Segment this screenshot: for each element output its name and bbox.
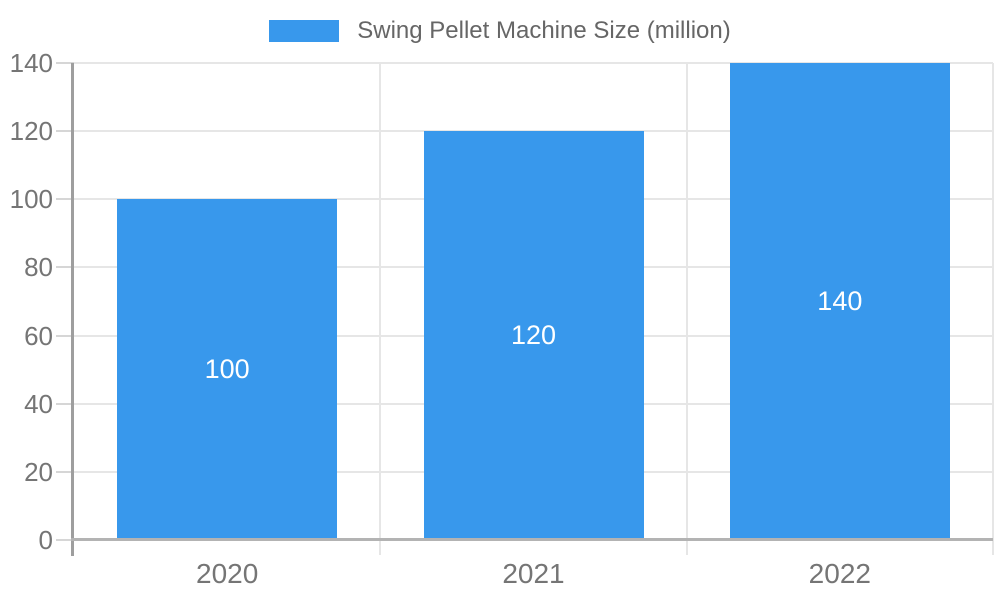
y-axis-tick [56, 539, 74, 541]
y-axis-label: 120 [9, 116, 53, 147]
y-axis-tick [56, 402, 74, 405]
bar[interactable]: 100 [117, 199, 338, 540]
gridline-vertical [685, 63, 688, 555]
y-axis-line [71, 63, 74, 556]
y-axis-label: 40 [24, 388, 53, 419]
x-axis-label: 2022 [808, 558, 871, 589]
y-axis-label: 140 [9, 48, 53, 78]
bar[interactable]: 140 [729, 63, 950, 540]
y-axis-tick [56, 266, 74, 269]
x-axis-line [71, 538, 993, 541]
gridline-horizontal [74, 62, 993, 64]
y-axis-label: 0 [38, 525, 53, 555]
x-axis-label: 2020 [196, 558, 259, 589]
y-axis-label: 100 [9, 184, 53, 215]
legend-label: Swing Pellet Machine Size (million) [357, 17, 731, 44]
legend-item[interactable]: Swing Pellet Machine Size (million) [0, 15, 1000, 47]
legend-swatch [269, 20, 340, 42]
y-axis-label: 80 [24, 252, 53, 283]
bar-value-label: 140 [817, 286, 863, 316]
y-axis-tick [56, 334, 74, 337]
bar-value-label: 120 [510, 320, 557, 351]
bar[interactable]: 120 [423, 131, 644, 540]
y-axis-tick [56, 130, 74, 133]
bar-value-label: 100 [204, 354, 250, 385]
gridline-vertical [992, 63, 994, 555]
y-axis-label: 60 [24, 320, 53, 351]
y-axis-label: 20 [24, 456, 53, 487]
y-axis-tick [56, 470, 74, 473]
x-axis-label: 2021 [502, 558, 565, 589]
gridline-vertical [379, 63, 382, 555]
y-axis-tick [56, 62, 74, 64]
y-axis-tick [56, 198, 74, 201]
